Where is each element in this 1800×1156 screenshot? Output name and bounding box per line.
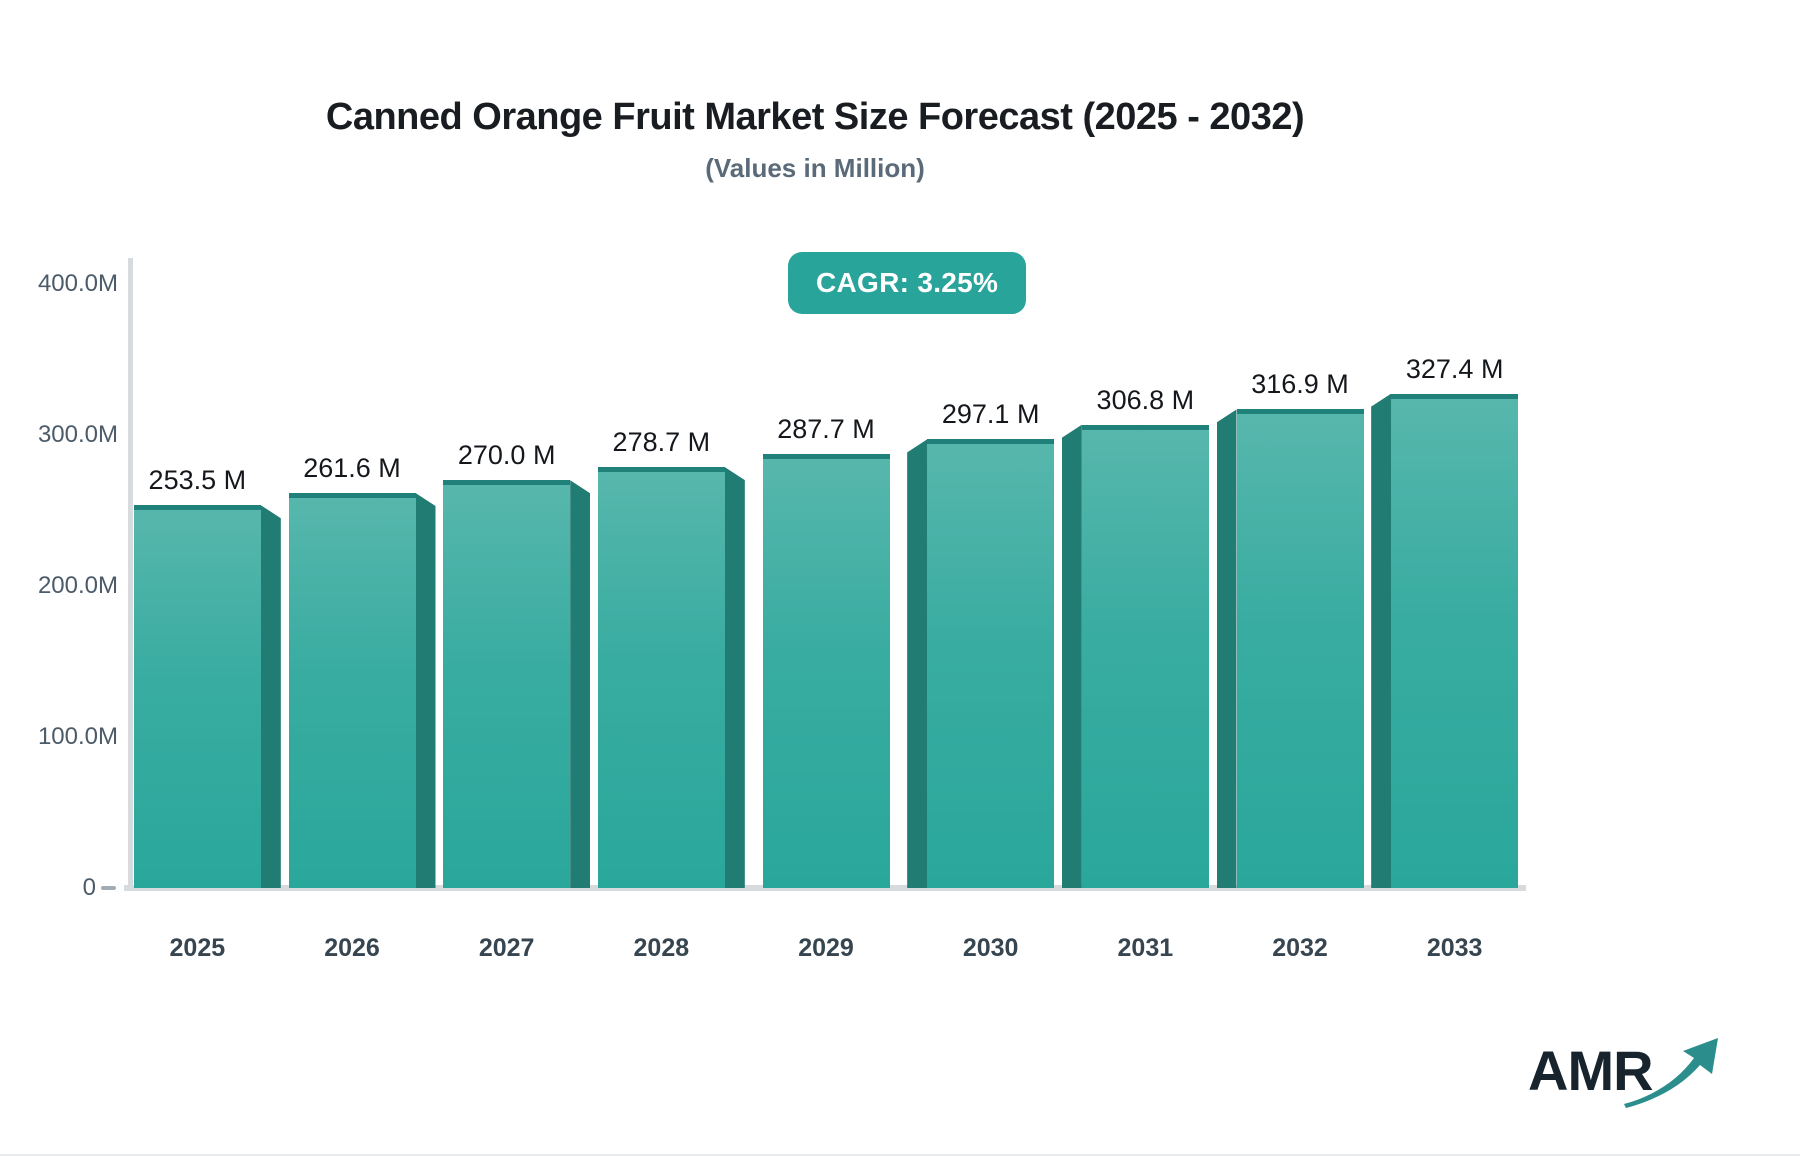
bar-2025 <box>133 505 261 888</box>
bar-2029 <box>762 453 890 888</box>
cagr-badge-label: CAGR: 3.25% <box>816 267 999 298</box>
y-axis-label-100.0M: 100.0M <box>37 723 118 750</box>
y-axis-zero-tick <box>101 886 116 890</box>
bar-2026 <box>288 492 416 888</box>
chart-header: Canned Orange Fruit Market Size Forecast… <box>0 0 1630 184</box>
y-axis-label-400.0M: 400.0M <box>37 270 118 297</box>
y-axis-label-200.0M: 200.0M <box>37 572 118 599</box>
chart-subtitle: (Values in Million) <box>705 153 925 183</box>
x-axis-label-2033: 2033 <box>1426 934 1483 962</box>
bar-side-face-2027 <box>570 480 591 888</box>
bar-side-face-2032 <box>1216 409 1237 888</box>
bar-2032 <box>1236 409 1364 888</box>
bar-top-edge-2025 <box>133 505 261 511</box>
bar-2027 <box>443 480 571 888</box>
bar-side-face-2031 <box>1061 424 1082 888</box>
bar-2030 <box>927 439 1055 888</box>
bar-side-face-2033 <box>1371 393 1392 888</box>
bar-top-edge-2029 <box>762 453 890 459</box>
bar-value-label-2028: 278.7 M <box>612 427 711 458</box>
bar-2033 <box>1391 393 1519 888</box>
bar-chart-plot-area: 253.5 M 261.6 M 270.0 M 278.7 M 287.7 M 297.1… <box>130 284 1522 888</box>
x-axis-label-2027: 2027 <box>478 934 535 962</box>
x-axis-label-2028: 2028 <box>633 934 690 962</box>
bar-value-label-2029: 287.7 M <box>777 413 875 444</box>
amr-logo-text: AMR <box>1528 1039 1654 1102</box>
bar-top-edge-2028 <box>597 467 725 473</box>
cagr-badge: CAGR: 3.25% <box>788 252 1027 314</box>
bar-2031 <box>1081 424 1209 888</box>
page-title: Canned Orange Fruit Market Size Forecast… <box>325 96 1305 138</box>
x-axis-label-2026: 2026 <box>324 934 380 962</box>
bar-value-label-2031: 306.8 M <box>1096 384 1195 415</box>
bar-value-label-2030: 297.1 M <box>941 399 1040 430</box>
y-axis-line <box>128 258 133 888</box>
bar-top-edge-2026 <box>288 492 416 498</box>
bar-top-edge-2031 <box>1081 424 1209 430</box>
y-axis-label-300.0M: 300.0M <box>37 421 118 448</box>
bar-top-edge-2033 <box>1391 393 1519 399</box>
bar-side-face-2025 <box>260 505 281 888</box>
bar-top-edge-2027 <box>443 480 571 486</box>
bar-side-face-2028 <box>724 467 745 888</box>
bar-value-label-2025: 253.5 M <box>148 465 247 496</box>
bar-2028 <box>597 467 725 888</box>
x-axis-label-2025: 2025 <box>169 934 226 962</box>
growth-arrow-icon <box>1624 1038 1718 1108</box>
bar-top-edge-2032 <box>1236 409 1364 415</box>
x-axis-label-2032: 2032 <box>1272 934 1328 962</box>
bar-value-label-2026: 261.6 M <box>303 452 401 483</box>
bar-side-face-2030 <box>907 439 928 888</box>
bar-top-edge-2030 <box>927 439 1055 445</box>
x-axis-label-2031: 2031 <box>1117 934 1174 962</box>
x-axis-line <box>124 885 1526 891</box>
y-axis-label-0: 0 <box>82 874 96 901</box>
bar-value-label-2032: 316.9 M <box>1251 369 1349 400</box>
bar-value-label-2033: 327.4 M <box>1405 353 1504 384</box>
x-axis-label-2030: 2030 <box>962 934 1019 962</box>
amr-logo: AMR <box>1528 1038 1728 1118</box>
bar-value-label-2027: 270.0 M <box>457 440 556 471</box>
bar-side-face-2026 <box>415 492 436 888</box>
x-axis-label-2029: 2029 <box>798 934 854 962</box>
